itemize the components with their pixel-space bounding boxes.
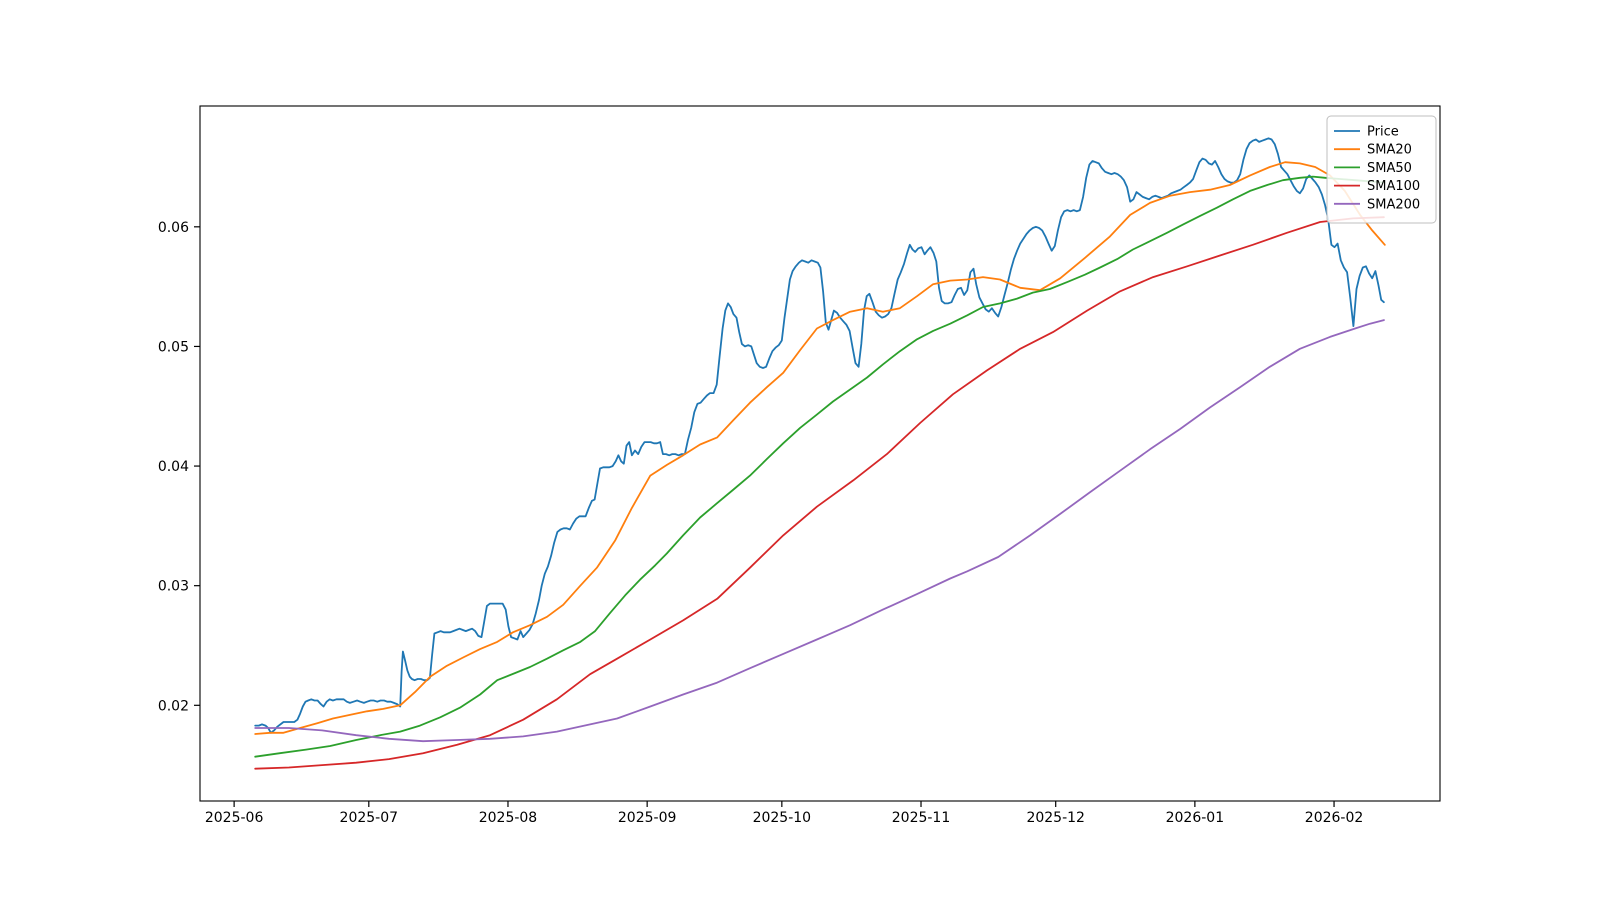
series-line-price — [254, 137, 1385, 734]
legend-entry: SMA100 — [1334, 179, 1420, 194]
x-tick-label: 2026-02 — [1305, 810, 1364, 826]
x-tick-label: 2025-12 — [1026, 810, 1085, 826]
legend-entry-label: SMA50 — [1367, 161, 1412, 176]
legend-entry: SMA200 — [1334, 197, 1420, 212]
legend-entry: SMA20 — [1334, 143, 1412, 158]
x-tick-label: 2025-08 — [479, 810, 538, 826]
legend-entry-label: SMA20 — [1367, 143, 1412, 158]
legend: Price SMA20 SMA50 SMA100 SMA200 — [1326, 115, 1437, 224]
x-tick-label: 2025-09 — [618, 810, 677, 826]
x-tick-label: 2025-10 — [753, 810, 812, 826]
y-tick-label: 0.02 — [158, 698, 189, 714]
legend-entry-label: SMA200 — [1367, 197, 1420, 212]
y-tick-label: 0.06 — [158, 220, 189, 236]
x-tick-label: 2026-01 — [1166, 810, 1225, 826]
legend-entry-label: Price — [1367, 125, 1399, 140]
y-tick-label: 0.05 — [158, 339, 189, 355]
legend-entry: Price — [1334, 125, 1399, 140]
legend-entry: SMA50 — [1334, 161, 1412, 176]
plot-border — [199, 105, 1441, 802]
series-line-sma100 — [254, 216, 1385, 770]
x-tick-label: 2025-06 — [205, 810, 264, 826]
series-group — [254, 137, 1386, 770]
y-tick-label: 0.03 — [158, 579, 189, 595]
x-tick-label: 2025-07 — [340, 810, 399, 826]
legend-entry-label: SMA100 — [1367, 179, 1420, 194]
series-line-sma200 — [254, 319, 1385, 743]
legend-box — [1326, 115, 1437, 224]
series-line-sma50 — [254, 175, 1385, 758]
series-line-sma20 — [254, 161, 1386, 735]
y-tick-label: 0.04 — [158, 459, 189, 475]
x-tick-label: 2025-11 — [892, 810, 951, 826]
